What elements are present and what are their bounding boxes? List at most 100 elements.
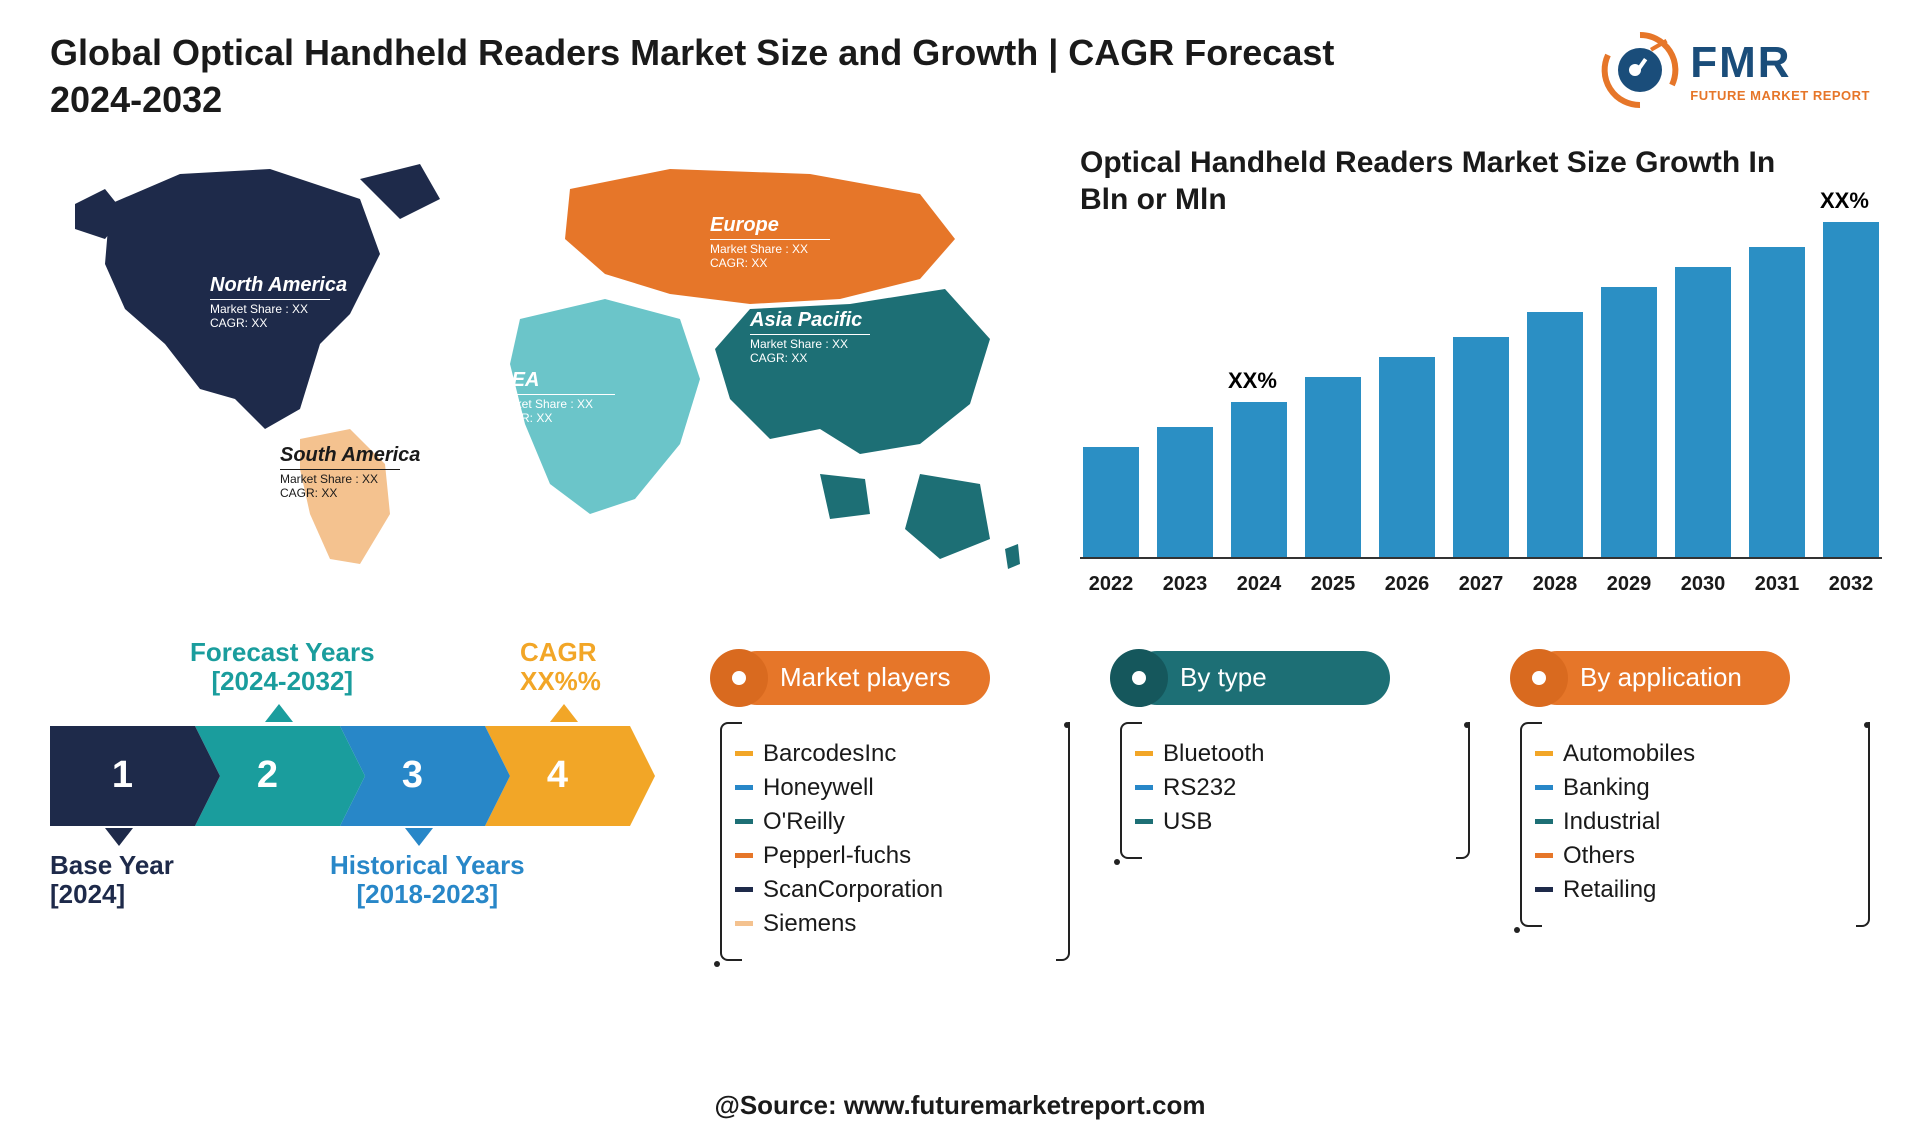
bar-year-label: 2027 <box>1450 573 1512 596</box>
region-cagr: CAGR: XX <box>210 316 347 330</box>
bar-2022 <box>1080 447 1142 557</box>
segment-circle-icon <box>1110 649 1168 707</box>
tl-label-hist: Historical Years [2018-2023] <box>330 851 525 911</box>
region-label-sa: South AmericaMarket Share : XXCAGR: XX <box>280 444 420 500</box>
region-divider <box>280 469 400 470</box>
logo-icon <box>1600 30 1680 110</box>
segment-list: BarcodesIncHoneywellO'ReillyPepperl-fuch… <box>735 737 1060 941</box>
region-share: Market Share : XX <box>710 242 830 256</box>
tl-forecast-sub: [2024-2032] <box>190 667 375 697</box>
logo-text: FMR FUTURE MARKET REPORT <box>1690 38 1870 103</box>
logo-fmr: FMR <box>1690 38 1870 88</box>
segment-header: Market players <box>710 646 1070 710</box>
bar-year-label: 2032 <box>1820 573 1882 596</box>
region-divider <box>210 299 330 300</box>
tl-label-cagr: CAGR XX%% <box>520 638 601 698</box>
list-item: Retailing <box>1535 873 1860 907</box>
bar-rect <box>1305 377 1361 557</box>
bar-rect <box>1601 287 1657 557</box>
tl-tri-forecast <box>265 704 293 722</box>
segment-title: Market players <box>730 651 990 705</box>
bar-rect <box>1749 247 1805 557</box>
list-item: Banking <box>1535 771 1860 805</box>
segment-circle-icon <box>710 649 768 707</box>
timeline-chevrons: 1234 <box>50 726 670 826</box>
segment-title: By type <box>1130 651 1390 705</box>
bar-rect <box>1083 447 1139 557</box>
segment-header: By application <box>1510 646 1870 710</box>
list-item: Automobiles <box>1535 737 1860 771</box>
bar-2023 <box>1154 427 1216 557</box>
lower-section: Forecast Years [2024-2032] CAGR XX%% 123… <box>50 646 1870 966</box>
bar-pct-label: XX% <box>1228 368 1277 394</box>
page-title: Global Optical Handheld Readers Market S… <box>50 30 1334 124</box>
region-label-eu: EuropeMarket Share : XXCAGR: XX <box>710 214 830 270</box>
tl-label-base: Base Year [2024] <box>50 851 174 911</box>
list-item: RS232 <box>1135 771 1460 805</box>
tl-hist-sub: [2018-2023] <box>330 880 525 910</box>
bar-rect <box>1453 337 1509 557</box>
list-item: O'Reilly <box>735 805 1060 839</box>
logo: FMR FUTURE MARKET REPORT <box>1600 30 1870 110</box>
upper-section: North AmericaMarket Share : XXCAGR: XXSo… <box>50 144 1870 596</box>
region-name: Europe <box>710 214 830 237</box>
bar-2028 <box>1524 312 1586 557</box>
region-share: Market Share : XX <box>750 337 870 351</box>
bar-rect <box>1823 222 1879 557</box>
bar-rect <box>1157 427 1213 557</box>
segment-1: By type BluetoothRS232USB <box>1110 646 1470 966</box>
logo-sub: FUTURE MARKET REPORT <box>1690 88 1870 103</box>
segment-title: By application <box>1530 651 1790 705</box>
list-item: Pepperl-fuchs <box>735 839 1060 873</box>
region-label-mea: MEAMarket Share : XXCAGR: XX <box>495 369 615 425</box>
tl-base-sub: [2024] <box>50 880 174 910</box>
region-name: Asia Pacific <box>750 309 870 332</box>
region-share: Market Share : XX <box>280 472 420 486</box>
list-item: Others <box>1535 839 1860 873</box>
tl-tri-base <box>105 828 133 846</box>
segment-list: BluetoothRS232USB <box>1135 737 1460 839</box>
region-name: MEA <box>495 369 615 392</box>
region-cagr: CAGR: XX <box>280 486 420 500</box>
bar-chart: Optical Handheld Readers Market Size Gro… <box>1060 144 1882 596</box>
bar-year-label: 2024 <box>1228 573 1290 596</box>
tl-base-title: Base Year <box>50 851 174 881</box>
bar-rect <box>1231 402 1287 557</box>
region-cagr: CAGR: XX <box>750 351 870 365</box>
bar-year-label: 2031 <box>1746 573 1808 596</box>
bar-2026 <box>1376 357 1438 557</box>
bar-2032 <box>1820 222 1882 557</box>
map-svg <box>50 144 1030 574</box>
region-cagr: CAGR: XX <box>495 411 615 425</box>
bar-year-label: 2025 <box>1302 573 1364 596</box>
region-divider <box>750 334 870 335</box>
timeline: Forecast Years [2024-2032] CAGR XX%% 123… <box>50 646 670 966</box>
tl-cagr-title: CAGR <box>520 638 601 668</box>
bar-rect <box>1675 267 1731 557</box>
bar-year-label: 2030 <box>1672 573 1734 596</box>
tl-forecast-title: Forecast Years <box>190 638 375 668</box>
bar-2025 <box>1302 377 1364 557</box>
list-item: Industrial <box>1535 805 1860 839</box>
segment-circle-icon <box>1510 649 1568 707</box>
region-label-ap: Asia Pacific Market Share : XXCAGR: XX <box>750 309 870 365</box>
list-item: Honeywell <box>735 771 1060 805</box>
header: Global Optical Handheld Readers Market S… <box>50 30 1870 124</box>
segment-list: AutomobilesBankingIndustrialOthersRetail… <box>1535 737 1860 907</box>
tl-tri-hist <box>405 828 433 846</box>
bar-rect <box>1379 357 1435 557</box>
bar-rect <box>1527 312 1583 557</box>
bar-year-label: 2026 <box>1376 573 1438 596</box>
bar-2027 <box>1450 337 1512 557</box>
list-item: BarcodesInc <box>735 737 1060 771</box>
region-name: North America <box>210 274 347 297</box>
region-share: Market Share : XX <box>210 302 347 316</box>
region-divider <box>495 394 615 395</box>
bar-2029 <box>1598 287 1660 557</box>
list-item: Bluetooth <box>1135 737 1460 771</box>
chart-title: Optical Handheld Readers Market Size Gro… <box>1080 144 1882 219</box>
segment-header: By type <box>1110 646 1470 710</box>
list-item: ScanCorporation <box>735 873 1060 907</box>
bar-pct-label: XX% <box>1820 188 1869 214</box>
bar-2030 <box>1672 267 1734 557</box>
